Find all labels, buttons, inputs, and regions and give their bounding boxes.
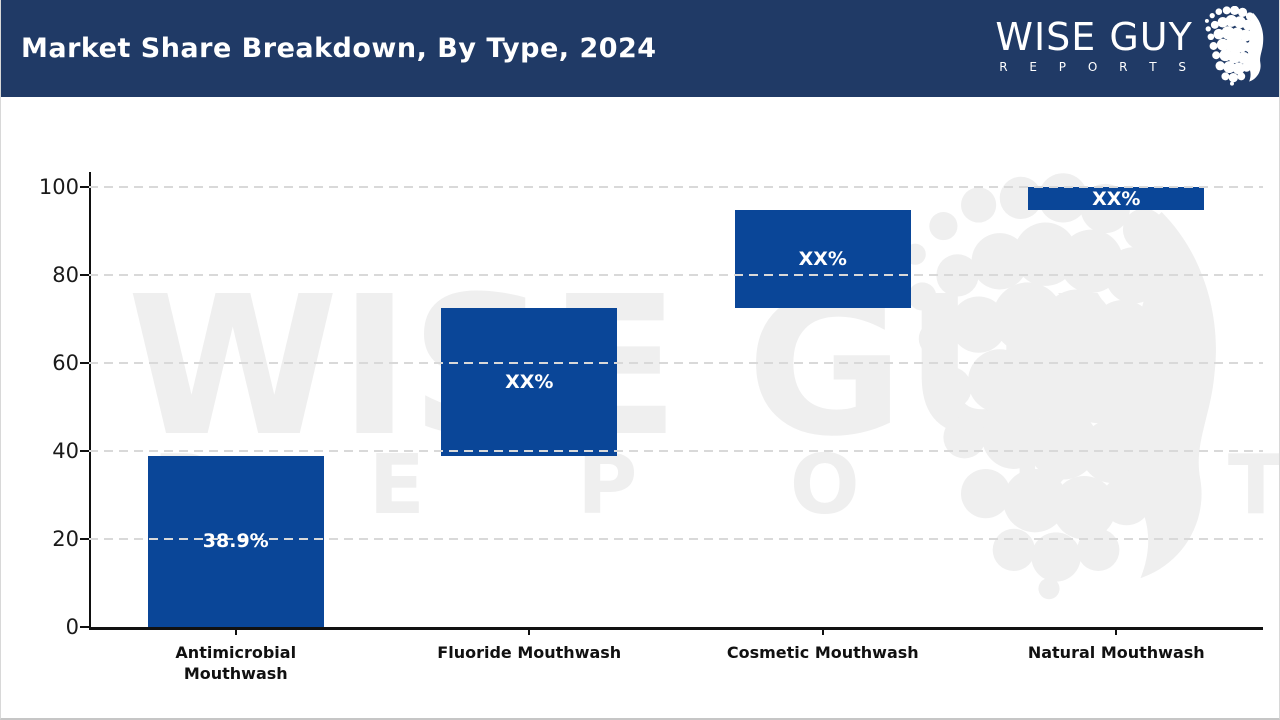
y-tick-label: 100 xyxy=(38,175,79,199)
x-axis-line xyxy=(89,627,1263,630)
bar xyxy=(441,308,617,456)
bar-value-label: XX% xyxy=(798,248,847,271)
x-tick-mark xyxy=(821,628,824,635)
x-category-label-line: Natural Mouthwash xyxy=(1027,643,1205,662)
y-axis-line xyxy=(89,172,91,629)
gridline xyxy=(89,450,1263,452)
gridline xyxy=(89,362,1263,364)
x-category-label: Antimicrobial Mouthwash xyxy=(96,642,376,684)
y-tick-mark xyxy=(80,538,89,540)
page-title: Market Share Breakdown, By Type, 2024 xyxy=(21,33,657,64)
brand-logo: WISE GUY R E P O R T S xyxy=(993,6,1265,86)
x-category-label: Cosmetic Mouthwash xyxy=(683,642,963,663)
y-tick-mark xyxy=(80,626,89,628)
logo-wordmark: WISE GUY xyxy=(995,15,1193,59)
wiseguy-face-icon xyxy=(1204,6,1264,86)
logo-text: WISE GUY R E P O R T S xyxy=(993,18,1195,74)
bar xyxy=(735,210,911,308)
bar-value-label: 38.9% xyxy=(202,530,269,553)
x-category-label: Fluoride Mouthwash xyxy=(389,642,669,663)
y-tick-mark xyxy=(80,362,89,364)
y-tick-label: 20 xyxy=(52,527,79,551)
x-tick-mark xyxy=(528,628,531,635)
x-category-label-line: Fluoride Mouthwash xyxy=(437,643,622,662)
gridline xyxy=(89,538,1263,540)
gridline xyxy=(89,274,1263,276)
x-tick-mark xyxy=(234,628,237,635)
y-tick-mark xyxy=(80,274,89,276)
y-tick-label: 0 xyxy=(65,615,79,639)
x-category-label: Natural Mouthwash xyxy=(976,642,1256,663)
y-tick-label: 80 xyxy=(52,263,79,287)
x-tick-mark xyxy=(1115,628,1118,635)
logo-tagline: R E P O R T S xyxy=(999,60,1195,74)
bar xyxy=(148,456,324,627)
x-category-label-line: Antimicrobial xyxy=(175,643,297,662)
bar xyxy=(1028,187,1204,210)
x-category-label-line: Cosmetic Mouthwash xyxy=(726,643,919,662)
gridline xyxy=(89,186,1263,188)
x-category-label-line: Mouthwash xyxy=(183,664,288,683)
bar-value-label: XX% xyxy=(505,370,554,393)
y-tick-label: 40 xyxy=(52,439,79,463)
y-tick-label: 60 xyxy=(52,351,79,375)
bar-value-label: XX% xyxy=(1092,187,1141,210)
y-tick-mark xyxy=(80,186,89,188)
y-tick-mark xyxy=(80,450,89,452)
header-bar: Market Share Breakdown, By Type, 2024 WI… xyxy=(1,0,1279,97)
